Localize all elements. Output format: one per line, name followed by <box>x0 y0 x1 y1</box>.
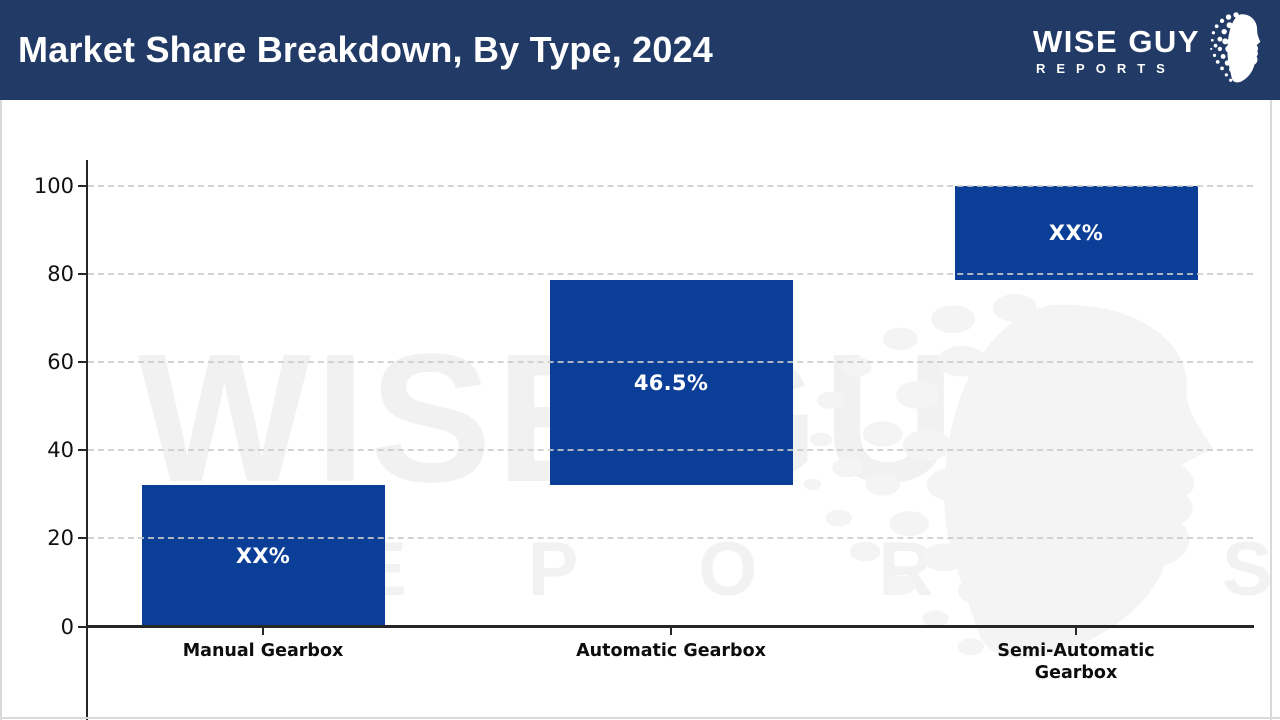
x-category-label-1: Automatic Gearbox <box>576 641 766 661</box>
gridline-40 <box>88 449 1253 452</box>
bar-value-label-1: 46.5% <box>633 370 709 395</box>
y-tick-mark-60 <box>78 360 87 363</box>
header-bar: Market Share Breakdown, By Type, 2024 WI… <box>0 0 1280 100</box>
y-tick-mark-0 <box>78 625 87 628</box>
y-tick-label-0: 0 <box>60 614 74 639</box>
wiseguy-logo: WISE GUY REPORTS <box>1033 12 1262 88</box>
bar-value-label-0: XX% <box>235 543 291 568</box>
y-tick-label-60: 60 <box>47 349 74 374</box>
page-border-bottom <box>0 717 1280 719</box>
chart-area: WISE GUY R E P O R T S 0 20 40 60 80 100 XX% 46… <box>0 100 1280 720</box>
x-axis-line <box>86 625 1254 628</box>
x-tick-mark-0 <box>262 627 264 635</box>
gridline-60 <box>88 360 1253 363</box>
y-tick-label-20: 20 <box>47 526 74 551</box>
bar-1: 46.5% <box>549 280 793 486</box>
y-tick-label-40: 40 <box>47 438 74 463</box>
y-tick-mark-40 <box>78 449 87 452</box>
wiseguy-face-icon <box>1208 12 1262 88</box>
gridline-100 <box>88 184 1253 187</box>
x-category-label-0: Manual Gearbox <box>182 641 344 661</box>
x-tick-mark-2 <box>1075 627 1077 635</box>
y-tick-label-100: 100 <box>33 173 74 198</box>
bar-2: XX% <box>954 185 1198 281</box>
page-border-left <box>0 100 2 720</box>
gridline-20 <box>88 537 1253 540</box>
y-tick-label-80: 80 <box>47 261 74 286</box>
x-tick-mark-1 <box>670 627 672 635</box>
page-border-right <box>1270 100 1272 720</box>
y-tick-mark-20 <box>78 537 87 540</box>
x-category-label-2: Semi-Automatic Gearbox <box>997 641 1155 683</box>
gridline-80 <box>88 272 1253 275</box>
chart-title: Market Share Breakdown, By Type, 2024 <box>18 29 714 70</box>
bar-value-label-2: XX% <box>1048 220 1104 245</box>
logo-subtext: REPORTS <box>1035 60 1176 76</box>
y-tick-mark-80 <box>78 272 87 275</box>
y-tick-mark-100 <box>78 184 87 187</box>
y-axis-line <box>86 160 88 720</box>
logo-text: WISE GUY REPORTS <box>1033 26 1200 75</box>
bar-0: XX% <box>141 485 385 627</box>
logo-wordmark: WISE GUY <box>1032 23 1200 59</box>
